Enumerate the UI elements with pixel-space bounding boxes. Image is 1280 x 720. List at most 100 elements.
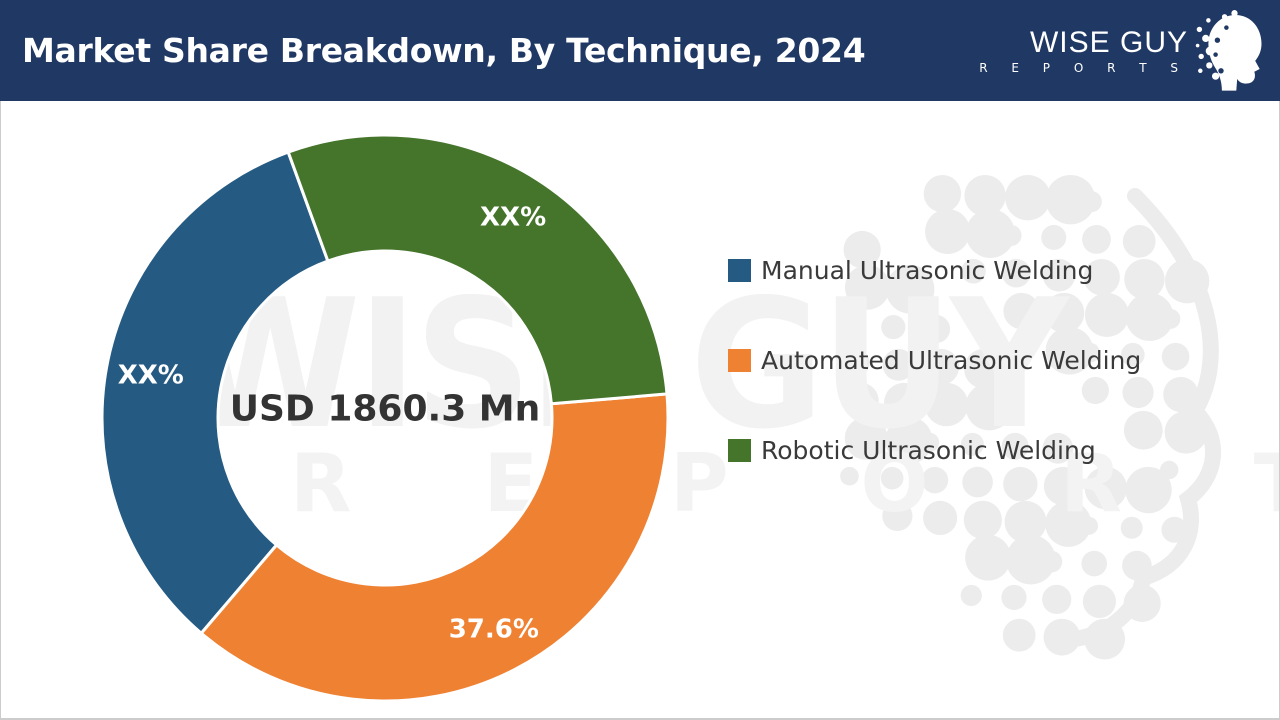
watermark-dot — [964, 174, 1006, 217]
watermark-dot — [885, 416, 933, 464]
logo-face-icon — [1195, 10, 1262, 91]
watermark-dot — [1163, 376, 1199, 413]
slice-label: XX% — [480, 202, 546, 232]
watermark-dot — [1003, 292, 1040, 330]
watermark-dot — [881, 314, 906, 340]
watermark-dot — [1005, 174, 1051, 221]
watermark-dot — [1001, 584, 1027, 611]
watermark-dot — [1124, 258, 1165, 300]
watermark-dot — [1081, 550, 1108, 577]
watermark-dot — [923, 500, 958, 536]
legend-label: Robotic Ultrasonic Welding — [761, 436, 1096, 465]
watermark-dot — [920, 432, 940, 452]
watermark-dot — [960, 432, 984, 456]
legend-item-1: Manual Ultrasonic Welding — [728, 256, 1141, 285]
donut-slice-3 — [286, 133, 669, 406]
watermark-dot — [1042, 584, 1072, 614]
slice-label: 37.6% — [449, 615, 539, 645]
watermark-dot — [1120, 516, 1143, 539]
watermark-dot — [1122, 376, 1154, 409]
watermark-dot — [1082, 584, 1117, 618]
watermark-dot — [1002, 618, 1036, 652]
watermark-dot — [1084, 292, 1129, 337]
watermark-dot — [840, 466, 859, 486]
donut-center-label: USD 1860.3 Mn — [229, 388, 541, 430]
watermark-dot — [965, 382, 1013, 431]
donut-slice-1 — [100, 150, 330, 635]
slice-label: XX% — [118, 361, 184, 391]
watermark-dot — [1081, 376, 1109, 405]
chart-legend: Manual Ultrasonic Welding Automated Ultra… — [728, 256, 1141, 465]
watermark-dot — [884, 382, 924, 423]
watermark-dot — [1000, 224, 1022, 246]
watermark-subtitle: R E P O R T S — [290, 437, 1280, 530]
donut-slice-2 — [199, 392, 670, 703]
page-title: Market Share Breakdown, By Technique, 20… — [22, 31, 866, 70]
logo-text: WISE GUY R E P O R T S — [975, 26, 1188, 75]
watermark-dot — [1043, 466, 1083, 506]
watermark-dot — [1005, 534, 1056, 585]
watermark-dot — [1042, 258, 1076, 292]
watermark-dot — [1080, 342, 1100, 363]
watermark-dot — [1043, 618, 1081, 656]
legend-label: Manual Ultrasonic Welding — [761, 256, 1094, 285]
watermark-dot — [925, 208, 971, 254]
watermark-dot — [1001, 258, 1031, 288]
watermark-dot — [885, 264, 935, 314]
watermark-dot — [965, 208, 1015, 258]
watermark-dot — [882, 348, 915, 381]
watermark-dot — [1001, 432, 1029, 460]
watermark-dot — [880, 466, 904, 490]
watermark-dot — [840, 314, 861, 336]
watermark-dot — [844, 416, 888, 460]
watermark-dot — [1084, 466, 1127, 510]
watermark-dot — [843, 230, 881, 269]
watermark-dot — [1161, 342, 1190, 371]
watermark-dot — [1045, 500, 1092, 547]
watermark-dot — [1082, 224, 1111, 254]
legend-item-3: Robotic Ultrasonic Welding — [728, 436, 1141, 465]
watermark-dot — [1080, 516, 1098, 535]
logo-wordmark: WISE GUY — [1029, 26, 1188, 59]
watermark-dot — [1042, 432, 1074, 464]
watermark-dot — [1003, 466, 1038, 502]
watermark-dot — [1080, 191, 1102, 213]
watermark-dot — [882, 500, 913, 532]
legend-swatch — [728, 259, 751, 282]
watermark-dot — [1125, 466, 1172, 514]
watermark-dot — [1160, 460, 1179, 480]
watermark-dot — [961, 258, 986, 284]
watermark-dot — [964, 348, 1004, 389]
legend-swatch — [728, 439, 751, 462]
logo-subtitle: R E P O R T S — [979, 61, 1188, 75]
watermark-dot — [962, 466, 993, 498]
legend-swatch — [728, 349, 751, 372]
watermark-dot — [923, 348, 960, 385]
watermark-dot — [1041, 224, 1067, 250]
watermark-dot — [963, 500, 1002, 539]
watermark-dot — [1123, 410, 1163, 450]
watermark-dot — [841, 348, 870, 377]
watermark-dot — [921, 314, 951, 344]
watermark-dot — [1045, 326, 1094, 375]
header: Market Share Breakdown, By Technique, 20… — [0, 0, 1280, 101]
watermark-dot — [1040, 550, 1063, 573]
watermark-dot — [1122, 224, 1156, 258]
watermark-dot — [1045, 174, 1096, 225]
watermark-dot — [1083, 258, 1120, 296]
watermark-dot — [923, 175, 962, 213]
wise-guy-logo: WISE GUY R E P O R T S — [975, 4, 1266, 98]
watermark-dot — [921, 466, 949, 494]
watermark-dot — [1160, 308, 1181, 329]
watermark-dot — [924, 382, 969, 427]
watermark-dot — [1000, 398, 1020, 419]
watermark-dot — [1125, 292, 1174, 341]
watermark-dot — [965, 534, 1011, 581]
watermark-dot — [1004, 500, 1047, 543]
watermark-dot — [843, 382, 879, 419]
legend-item-2: Automated Ultrasonic Welding — [728, 346, 1141, 375]
watermark-head-icon — [840, 174, 1222, 660]
watermark-dot — [1044, 292, 1085, 334]
